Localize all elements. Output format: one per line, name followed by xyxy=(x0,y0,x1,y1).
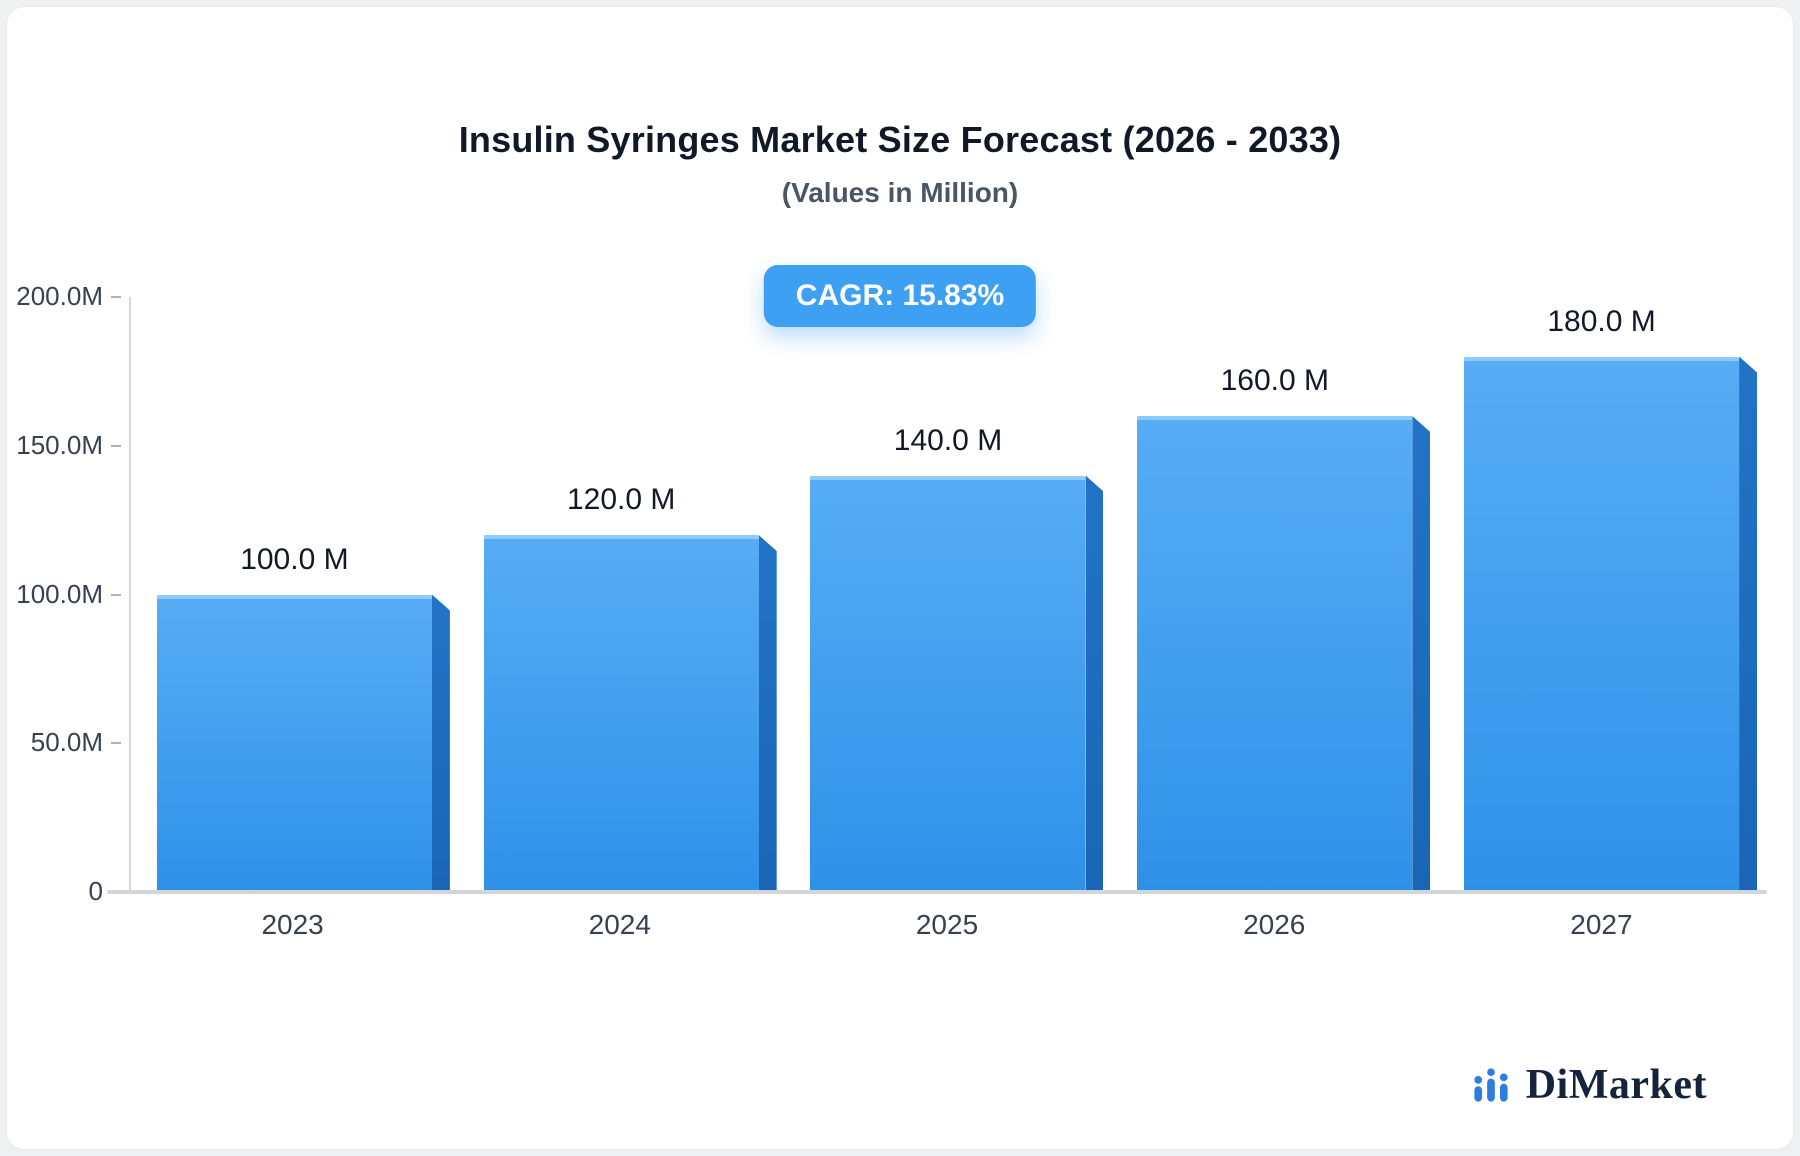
x-axis-label: 2024 xyxy=(588,909,651,940)
bar-side-face xyxy=(431,594,450,892)
y-axis-tick-mark xyxy=(111,444,121,447)
brand-logo: DiMarket xyxy=(1468,1061,1707,1109)
bar-value-label: 120.0 M xyxy=(566,483,676,516)
bar-slot: 140.0 M xyxy=(785,297,1112,892)
brand-logo-text: DiMarket xyxy=(1525,1062,1707,1108)
y-axis: 0 50.0M 100.0M 150.0M 200.0M xyxy=(7,281,129,906)
bar: 160.0 M xyxy=(1137,364,1431,892)
chart-subtitle: (Values in Million) xyxy=(781,177,1019,208)
x-axis-line xyxy=(107,890,1767,894)
bar: 180.0 M xyxy=(1464,305,1758,892)
bar-top-edge xyxy=(483,535,759,539)
y-axis-tick-mark xyxy=(111,742,121,745)
bar-slot: 100.0 M xyxy=(131,297,458,892)
x-axis-label: 2026 xyxy=(1243,909,1306,940)
bar: 100.0 M xyxy=(156,543,450,892)
bar-value-label: 100.0 M xyxy=(240,542,349,576)
y-axis-tick-mark xyxy=(111,296,121,298)
bar-top-edge xyxy=(1137,416,1413,420)
x-axis-label: 2023 xyxy=(261,909,324,940)
bar-side-face xyxy=(1412,416,1431,892)
cagr-badge: CAGR: 15.83% xyxy=(763,265,1037,327)
bar: 140.0 M xyxy=(810,424,1104,892)
bar-chart-icon xyxy=(1468,1062,1514,1108)
bar-value-label: 180.0 M xyxy=(1547,304,1656,338)
bar-top-edge xyxy=(810,475,1086,480)
bar-slot: 160.0 M xyxy=(1111,297,1438,892)
y-axis-tick-label: 50.0M xyxy=(30,727,103,758)
bar-top-edge xyxy=(1464,356,1740,361)
bar-value-label: 160.0 M xyxy=(1220,364,1329,397)
plot-area: 100.0 M 120.0 M 140.0 M 160.0 M 180.0 M xyxy=(129,297,1765,892)
y-axis-tick-label: 100.0M xyxy=(16,578,103,609)
bar-side-face xyxy=(1085,475,1104,892)
bar-slot: 120.0 M xyxy=(458,297,785,892)
y-axis-tick-label: 200.0M xyxy=(16,281,103,311)
bar-value-label: 140.0 M xyxy=(893,423,1003,457)
bar-slot: 180.0 M xyxy=(1438,297,1765,892)
chart-title: Insulin Syringes Market Size Forecast (2… xyxy=(458,119,1342,160)
y-axis-tick-label: 150.0M xyxy=(16,429,103,460)
bar: 120.0 M xyxy=(483,483,777,892)
bar-top-edge xyxy=(156,594,432,599)
y-axis-tick-label: 0 xyxy=(88,876,103,906)
chart-card: Insulin Syringes Market Size Forecast (2… xyxy=(6,6,1794,1150)
x-axis-labels: 2023 2024 2025 2026 2027 xyxy=(129,909,1765,941)
bars: 100.0 M 120.0 M 140.0 M 160.0 M 180.0 M xyxy=(131,297,1765,892)
x-axis-label: 2027 xyxy=(1570,909,1633,940)
bar-side-face xyxy=(1739,356,1758,892)
bar-side-face xyxy=(758,535,777,892)
x-axis-label: 2025 xyxy=(915,909,979,940)
y-axis-tick-mark xyxy=(111,593,121,596)
